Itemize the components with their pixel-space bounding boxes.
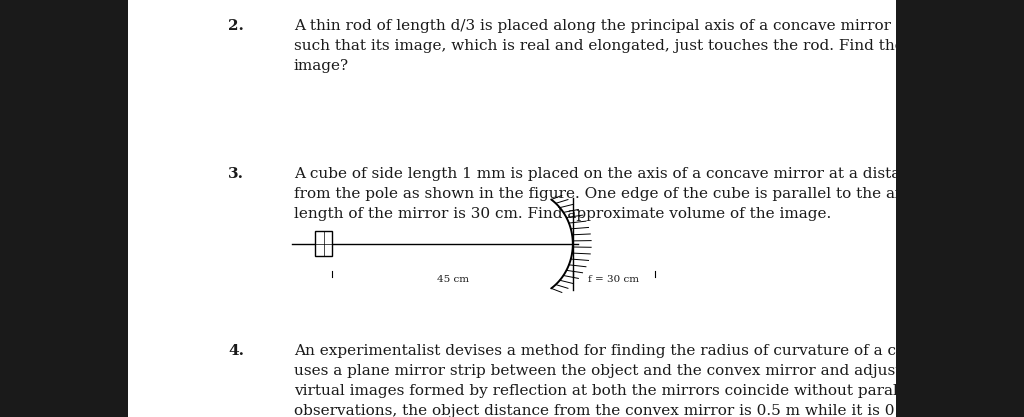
Text: 2.: 2.	[228, 19, 245, 33]
Text: A thin rod of length d/3 is placed along the principal axis of a concave mirror : A thin rod of length d/3 is placed along…	[294, 19, 1024, 73]
Text: 4.: 4.	[228, 344, 245, 358]
Bar	[315, 231, 332, 256]
Text: 45 cm: 45 cm	[436, 275, 469, 284]
Text: An experimentalist devises a method for finding the radius of curvature of a con: An experimentalist devises a method for …	[294, 344, 1024, 417]
Text: A cube of side length 1 mm is placed on the axis of a concave mirror at a distan: A cube of side length 1 mm is placed on …	[294, 167, 999, 221]
Text: 3.: 3.	[228, 167, 245, 181]
Text: f = 30 cm: f = 30 cm	[588, 275, 639, 284]
FancyBboxPatch shape	[128, 0, 896, 417]
